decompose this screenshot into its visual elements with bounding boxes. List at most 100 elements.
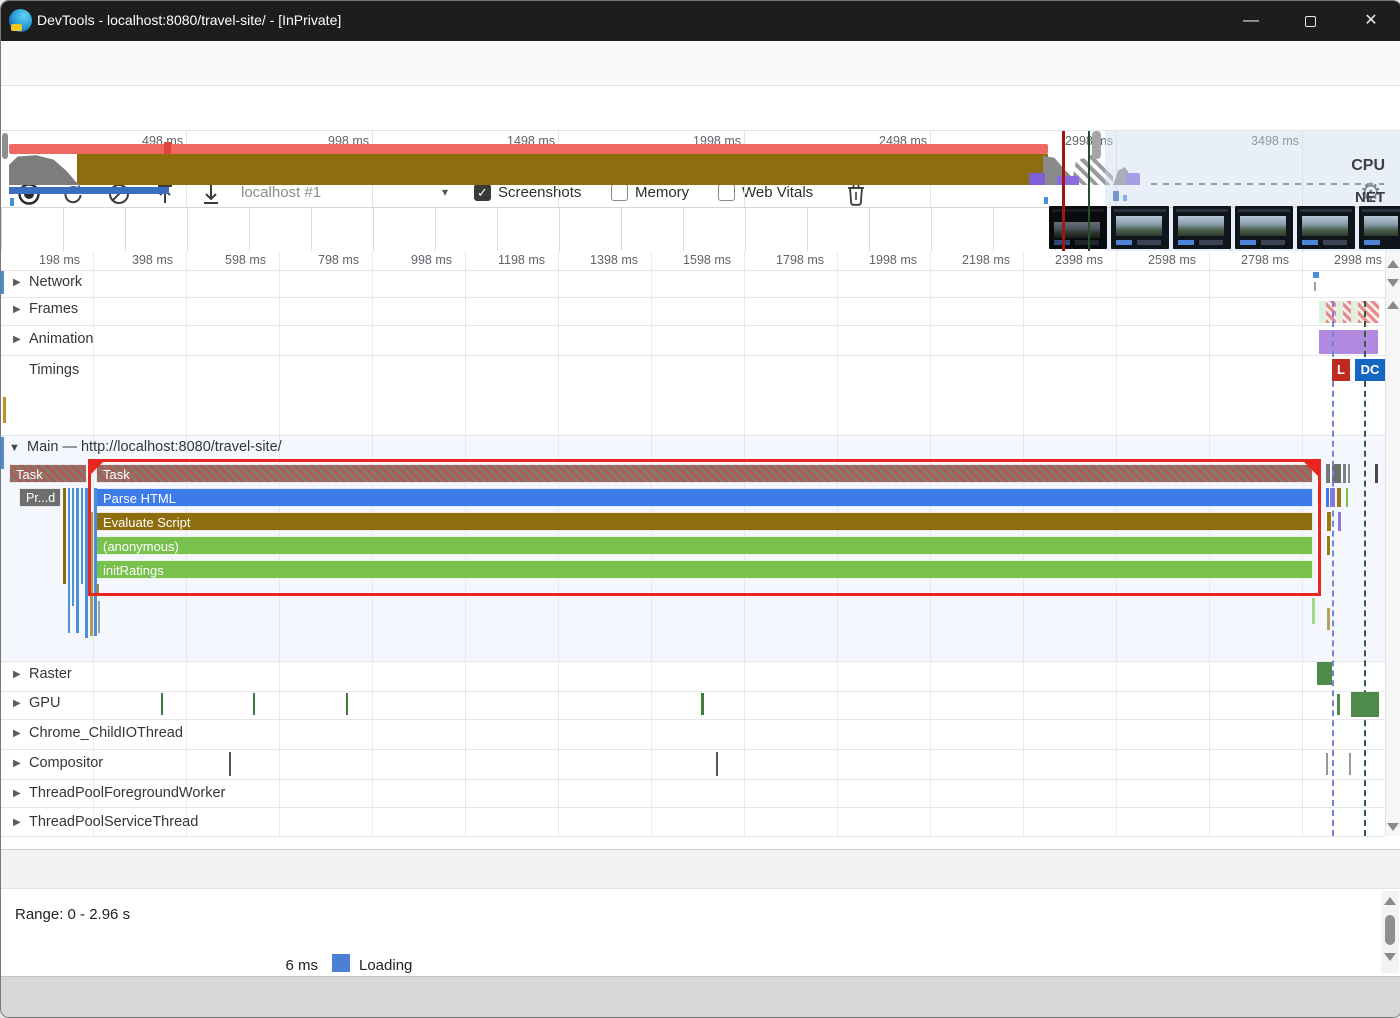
overview-right-handle[interactable]	[1092, 131, 1101, 159]
scroll-down-icon[interactable]	[1387, 279, 1399, 287]
screenshot-thumbnail[interactable]	[1359, 206, 1400, 249]
network-expander-icon[interactable]: ▶	[13, 277, 21, 288]
summary-scrollbar[interactable]	[1381, 891, 1399, 973]
track-scroll-rail[interactable]	[1385, 251, 1400, 836]
track-animation[interactable]: Animation	[29, 331, 94, 347]
maximize-button[interactable]	[1288, 1, 1334, 41]
track-compositor[interactable]: Compositor	[29, 755, 104, 771]
track-raster[interactable]: Raster	[29, 666, 72, 682]
track-thread-pool-service[interactable]: ThreadPoolServiceThread	[29, 814, 199, 830]
gpu-task-tick	[1337, 694, 1340, 715]
flame-evaluate-script[interactable]: Evaluate Script	[96, 512, 1313, 531]
main-track-indicator	[1, 437, 4, 469]
raster-expander-icon[interactable]: ▶	[13, 669, 21, 680]
flame-sliver	[94, 488, 97, 636]
title-bar: DevTools - localhost:8080/travel-site/ -…	[1, 1, 1400, 41]
flame-sliver	[68, 488, 70, 633]
gpu-task-tick	[701, 693, 704, 715]
track-frames[interactable]: Frames	[29, 301, 79, 317]
track-gpu[interactable]: GPU	[29, 695, 61, 711]
net-tick	[10, 198, 14, 206]
status-bar: Total blocking time: 2700.06ms (estimate…	[1, 976, 1400, 1017]
ruler-label: 2198 ms	[962, 253, 1010, 267]
flame-sliver	[98, 601, 100, 633]
ruler-label: 2998 ms	[1334, 253, 1382, 267]
flame-sliver	[81, 488, 83, 584]
flame-profiling-overhead[interactable]: Pr...d	[19, 488, 61, 507]
animation-bar[interactable]	[1319, 330, 1378, 354]
screenshot-thumbnail[interactable]	[1235, 206, 1293, 249]
cpu-baseline	[1151, 183, 1384, 185]
flame-sliver	[1338, 512, 1341, 531]
legend-value: 6 ms	[285, 957, 318, 974]
ruler-label: 998 ms	[411, 253, 452, 267]
track-chrome-child-io[interactable]: Chrome_ChildIOThread	[29, 725, 183, 741]
net-tick	[1044, 197, 1048, 204]
compositor-expander-icon[interactable]: ▶	[13, 758, 21, 769]
track-thread-pool-foreground[interactable]: ThreadPoolForegroundWorker	[29, 785, 226, 801]
flame-task-left[interactable]: Task	[9, 464, 87, 483]
scroll-down-icon[interactable]	[1384, 953, 1396, 961]
net-tick	[1123, 195, 1127, 201]
scroll-up-icon[interactable]	[1387, 301, 1399, 309]
frames-expander-icon[interactable]: ▶	[13, 304, 21, 315]
track-timings[interactable]: Timings	[29, 362, 80, 378]
lcp-badge[interactable]: L	[1332, 359, 1350, 381]
ruler-label: 798 ms	[318, 253, 359, 267]
flame-task[interactable]: Task	[96, 464, 1313, 483]
legend-label: Loading	[359, 957, 413, 974]
ruler-label: 398 ms	[132, 253, 173, 267]
screenshot-thumbnail[interactable]	[1173, 206, 1231, 249]
highlight-corner-marker	[1304, 462, 1318, 476]
compositor-tick	[1326, 753, 1328, 775]
track-main-header[interactable]: Main — http://localhost:8080/travel-site…	[27, 439, 282, 455]
net-bar	[9, 187, 169, 194]
overview-left-handle[interactable]	[2, 133, 8, 159]
network-request-mark	[1313, 272, 1319, 278]
tpst-expander-icon[interactable]: ▶	[13, 817, 21, 828]
ruler-label: 2598 ms	[1148, 253, 1196, 267]
gpu-expander-icon[interactable]: ▶	[13, 698, 21, 709]
ruler-label: 2398 ms	[1055, 253, 1103, 267]
flame-sliver	[1348, 464, 1350, 483]
overview-time-label: 3498 ms	[1251, 134, 1299, 148]
flame-sliver	[1312, 598, 1315, 624]
close-button[interactable]: ✕	[1364, 12, 1378, 29]
compositor-tick	[1349, 753, 1351, 775]
main-expander-icon[interactable]: ▼	[9, 442, 20, 454]
dcl-dashed-line	[1332, 301, 1334, 836]
io-expander-icon[interactable]: ▶	[13, 728, 21, 739]
minimize-button[interactable]: —	[1243, 12, 1259, 29]
track-network[interactable]: Network	[29, 274, 83, 290]
ruler-label: 2798 ms	[1241, 253, 1289, 267]
gpu-task-tick	[161, 693, 163, 715]
flame-anonymous[interactable]: (anonymous)	[96, 536, 1313, 555]
flame-sliver	[1343, 464, 1346, 483]
screenshot-thumbnail[interactable]	[1111, 206, 1169, 249]
cpu-rendering-bump	[1029, 173, 1045, 185]
flame-sliver	[90, 512, 93, 636]
frames-bar	[1319, 301, 1379, 323]
network-track-indicator	[1, 271, 4, 294]
flame-init-ratings[interactable]: initRatings	[96, 560, 1313, 579]
dropped-frame	[1358, 301, 1379, 323]
scrollbar-thumb[interactable]	[1385, 915, 1395, 945]
network-request-tick	[1314, 282, 1316, 291]
summary-range: Range: 0 - 2.96 s	[15, 906, 131, 923]
raster-task-bar	[1317, 662, 1332, 685]
animation-expander-icon[interactable]: ▶	[13, 334, 21, 345]
flame-sliver	[1326, 488, 1329, 507]
scroll-up-icon[interactable]	[1384, 897, 1396, 905]
screenshot-thumbnail[interactable]	[1297, 206, 1355, 249]
scroll-down-icon[interactable]	[1387, 823, 1399, 831]
details-tab-bar: Summary Bottom-Up Call Tree Event Log	[1, 849, 1400, 889]
dcl-badge[interactable]: DC	[1355, 359, 1385, 381]
scroll-up-icon[interactable]	[1387, 260, 1399, 268]
ruler-label: 1398 ms	[590, 253, 638, 267]
gpu-task-tick	[346, 693, 348, 715]
screenshot-thumbnail[interactable]	[1049, 206, 1107, 249]
timings-left-tick	[3, 397, 6, 423]
lcp-dashed-line	[1364, 301, 1366, 836]
flame-sliver	[1346, 488, 1348, 507]
tpfw-expander-icon[interactable]: ▶	[13, 788, 21, 799]
